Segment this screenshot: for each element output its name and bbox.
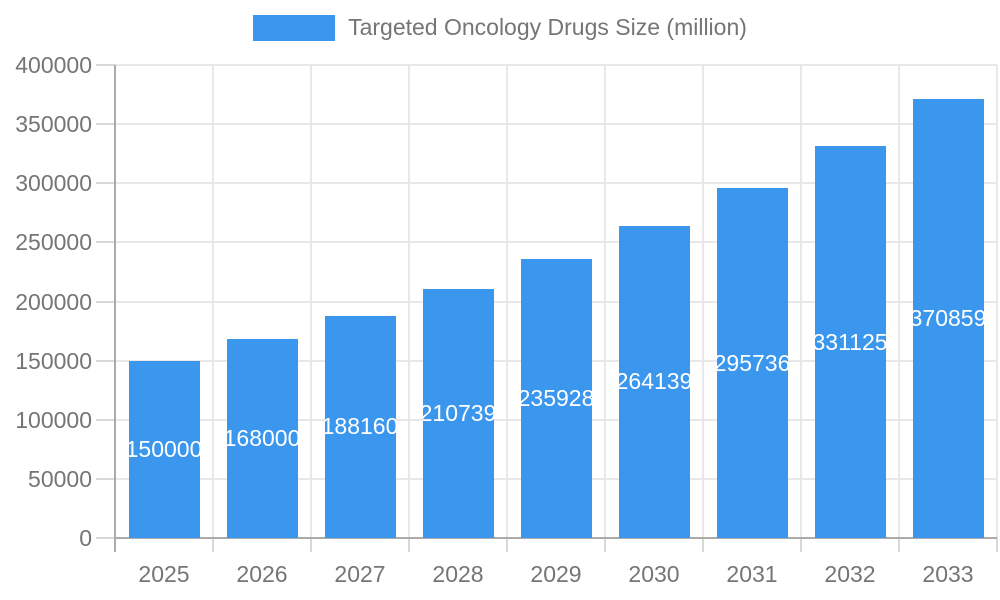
legend-swatch (253, 14, 336, 41)
y-tick-mark (96, 123, 115, 126)
y-tick-mark (96, 359, 115, 362)
y-tick-mark (96, 537, 115, 539)
bar-value-label: 210739 (422, 399, 494, 426)
x-gridline (898, 65, 900, 538)
bar-value-label: 150000 (128, 435, 200, 462)
x-axis-tick-label: 2033 (922, 561, 974, 587)
x-gridline (506, 65, 508, 538)
bar-value-label: 235928 (520, 384, 592, 411)
x-gridline (996, 65, 998, 538)
y-axis-tick-label: 350000 (15, 111, 92, 138)
bar[interactable]: 188160 (324, 315, 396, 538)
x-gridline (800, 65, 802, 538)
y-gridline (115, 64, 997, 66)
x-gridline (408, 65, 410, 538)
y-gridline (115, 182, 997, 185)
bar[interactable]: 331125 (814, 146, 886, 538)
x-axis-tick-label: 2032 (824, 561, 876, 587)
bar[interactable]: 295736 (716, 188, 788, 538)
x-axis-tick-label: 2031 (726, 561, 778, 587)
y-tick-mark (96, 182, 115, 185)
y-tick-mark (96, 241, 115, 244)
x-tick-mark (996, 538, 998, 552)
x-tick-mark (604, 538, 606, 552)
bar-value-label: 188160 (324, 413, 396, 440)
y-axis-tick-label: 50000 (28, 465, 92, 492)
y-tick-mark (96, 418, 115, 421)
y-axis-tick-label: 100000 (15, 406, 92, 433)
y-tick-mark (96, 477, 115, 480)
y-tick-mark (96, 300, 115, 303)
bar-value-label: 264139 (618, 368, 690, 395)
bar-value-label: 168000 (226, 425, 298, 452)
x-axis-tick-label: 2028 (432, 561, 484, 587)
bar[interactable]: 235928 (520, 259, 592, 538)
bar[interactable]: 150000 (128, 360, 200, 538)
y-axis-line (114, 65, 116, 552)
x-gridline (310, 65, 312, 538)
bar[interactable]: 210739 (422, 288, 494, 538)
y-axis-tick-label: 0 (79, 525, 92, 551)
bar-value-label: 331125 (814, 328, 886, 355)
x-tick-mark (212, 538, 214, 552)
y-gridline (115, 241, 997, 244)
x-axis-tick-label: 2030 (628, 561, 680, 587)
y-tick-mark (96, 64, 115, 66)
y-gridline (115, 123, 997, 126)
x-axis-tick-label: 2029 (530, 561, 582, 587)
x-gridline (702, 65, 704, 538)
bar-value-label: 295736 (716, 349, 788, 376)
legend-label: Targeted Oncology Drugs Size (million) (348, 14, 747, 40)
x-tick-mark (506, 538, 508, 552)
x-tick-mark (702, 538, 704, 552)
x-tick-mark (800, 538, 802, 552)
x-tick-mark (898, 538, 900, 552)
y-axis-tick-label: 150000 (15, 347, 92, 374)
x-axis-tick-label: 2026 (236, 561, 288, 587)
x-gridline (212, 65, 214, 538)
x-axis-line (114, 537, 997, 539)
x-axis-tick-label: 2025 (138, 561, 190, 587)
x-tick-mark (408, 538, 410, 552)
bar[interactable]: 168000 (226, 339, 298, 538)
y-axis-tick-label: 300000 (15, 170, 92, 197)
bar[interactable]: 264139 (618, 225, 690, 538)
x-tick-mark (310, 538, 312, 552)
bar-value-label: 370859 (912, 305, 984, 332)
legend[interactable]: Targeted Oncology Drugs Size (million) (0, 14, 1000, 41)
y-axis-tick-label: 250000 (15, 229, 92, 256)
x-axis-tick-label: 2027 (334, 561, 386, 587)
bar[interactable]: 370859 (912, 99, 984, 538)
x-gridline (604, 65, 606, 538)
y-axis-tick-label: 400000 (15, 52, 92, 78)
y-axis-tick-label: 200000 (15, 288, 92, 315)
